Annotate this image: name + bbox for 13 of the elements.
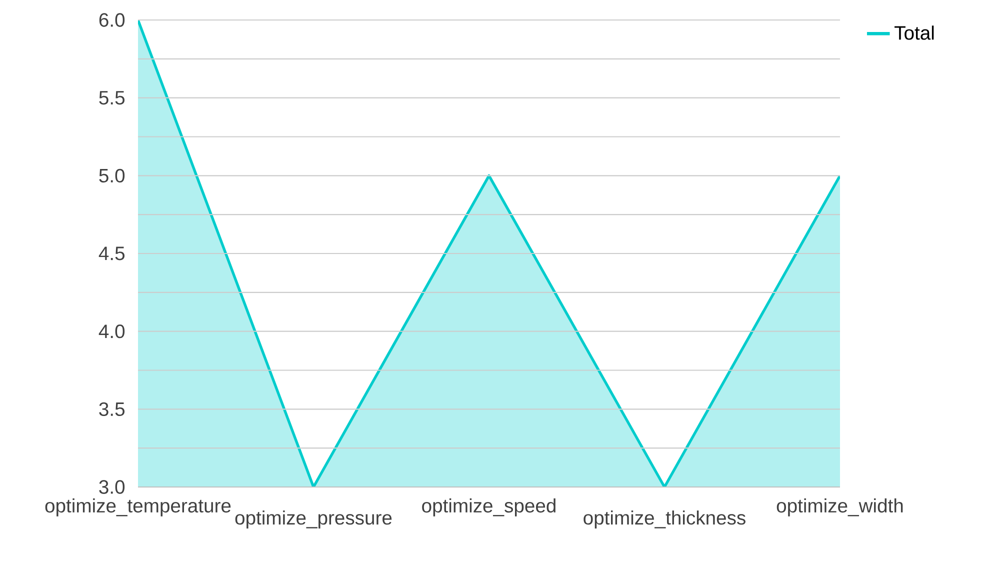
y-tick-label: 4.5 [98,246,124,260]
y-tick-label: 6.0 [99,13,125,27]
y-tick-label: 4.0 [98,324,125,338]
x-tick-label: optimize_temperature [45,498,231,516]
x-tick-label: optimize_width [776,498,903,516]
legend-label: Total [894,26,934,40]
y-tick-label: 3.5 [99,402,124,416]
x-tick-label: optimize_thickness [584,510,746,528]
y-tick-label: 5.0 [99,168,125,183]
x-tick-label: optimize_speed [422,498,556,516]
y-tick-label: 3.0 [99,480,125,494]
y-tick-label: 5.5 [99,91,124,105]
x-tick-label: optimize_pressure [235,510,392,528]
